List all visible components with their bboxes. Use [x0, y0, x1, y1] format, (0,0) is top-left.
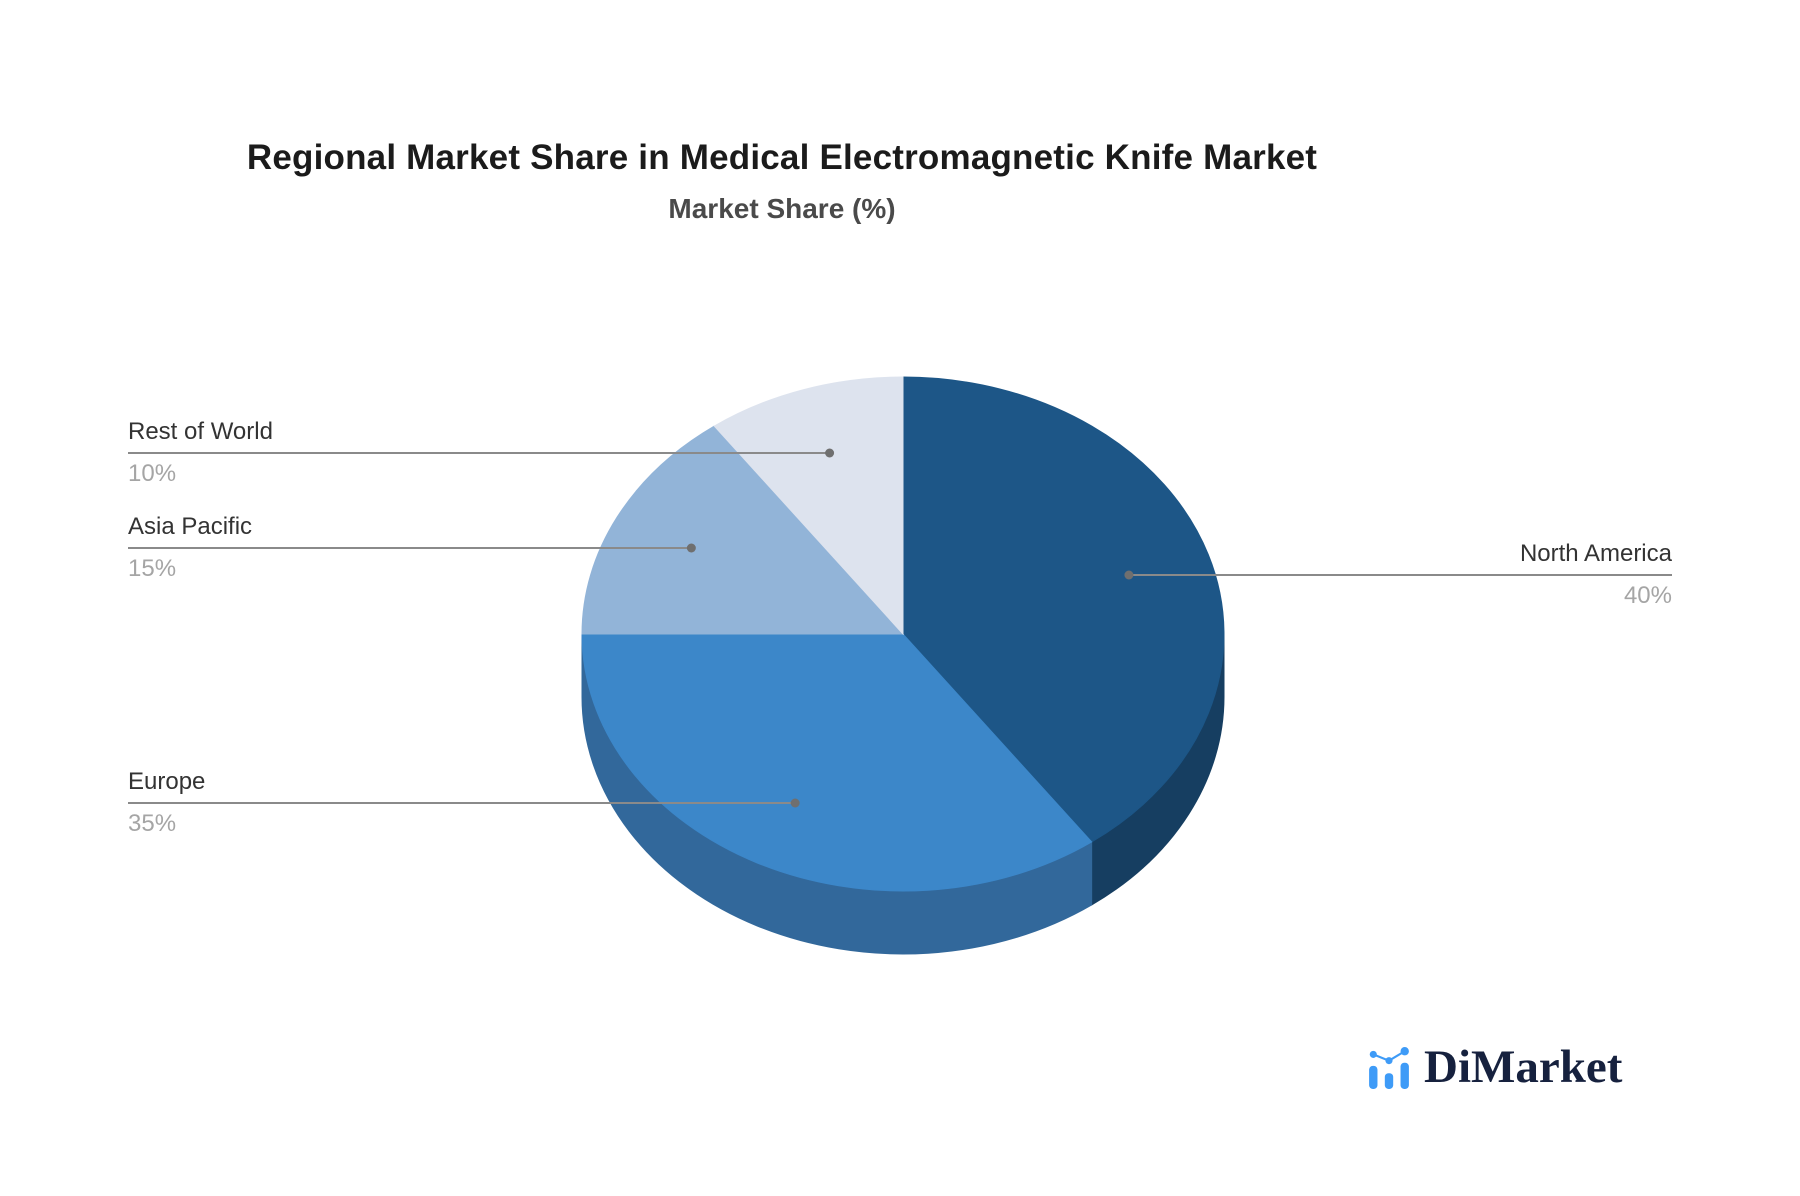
leader-dot-rest-of-world — [825, 448, 835, 458]
logo-dot — [1369, 1050, 1377, 1058]
slice-value: 40% — [1623, 582, 1672, 609]
chart-title: Regional Market Share in Medical Electro… — [246, 138, 1318, 177]
slice-value: 35% — [128, 810, 177, 837]
logo-text: DiMarket — [1424, 1041, 1623, 1093]
slice-name: North America — [1519, 540, 1672, 567]
logo: DiMarket — [1367, 1044, 1622, 1091]
pie-slice-north-america — [902, 376, 1225, 843]
logo-bar — [1369, 1065, 1378, 1089]
logo-bar — [1384, 1072, 1394, 1089]
slice-name: Rest of World — [128, 418, 273, 445]
leader-dot-north-america — [1124, 570, 1134, 580]
chart-header: Regional Market Share in Medical Electro… — [0, 0, 1564, 225]
bar-chart-icon — [1369, 1046, 1409, 1089]
slice-label-asia-pacific: Asia Pacific 15% — [128, 514, 252, 582]
logo-dot — [1385, 1056, 1393, 1064]
slice-label-europe: Europe 35% — [128, 769, 205, 837]
leader-dot-asia-pacific — [686, 543, 696, 553]
slice-label-rest-of-world: Rest of World 10% — [128, 419, 273, 487]
slice-value: 10% — [128, 460, 177, 487]
logo-bar — [1400, 1062, 1409, 1089]
chart-subtitle: Market Share (%) — [668, 193, 896, 224]
slice-name: Europe — [128, 768, 206, 795]
pie-slice-asia-pacific — [581, 425, 905, 635]
slice-value: 15% — [128, 555, 177, 582]
slice-name: Asia Pacific — [128, 513, 253, 540]
leader-dot-europe — [790, 798, 800, 808]
pie-slice-europe — [581, 633, 1093, 892]
logo-dot — [1400, 1046, 1409, 1055]
pie-slice-rest-of-world — [713, 376, 904, 636]
slice-label-north-america: North America 40% — [1520, 541, 1672, 609]
